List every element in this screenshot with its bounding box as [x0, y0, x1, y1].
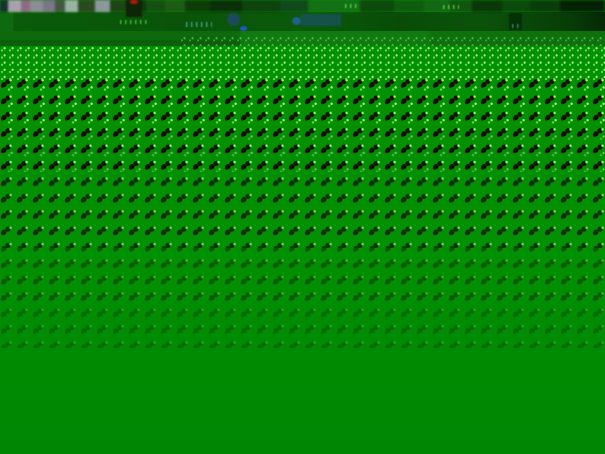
horizon-shadow-band: [0, 12, 605, 31]
grass-dots-dense-band: [0, 46, 605, 80]
grass-dots-mid-band: [0, 80, 605, 130]
horizon-blob: [110, 0, 126, 12]
horizon-blob: [308, 0, 360, 12]
horizon-blob: [424, 0, 450, 12]
horizon-blob: [55, 0, 65, 12]
horizon-blob: [502, 0, 530, 12]
grass-divots-far-band: [0, 248, 605, 308]
horizon-blob: [95, 0, 110, 12]
horizon-blob: [394, 0, 424, 12]
horizon-blob: [8, 0, 21, 12]
dark-figure-with-red-cap: [126, 0, 142, 17]
horizon-blob: [21, 0, 30, 12]
horizon-blob: [43, 0, 55, 12]
horizon-blob: [65, 0, 78, 12]
horizon-blob: [0, 0, 8, 12]
grass-dots-fade-band: [0, 130, 605, 172]
horizon-blob: [146, 0, 165, 12]
horizon-blob: [280, 0, 308, 12]
horizon-blob: [450, 0, 472, 12]
horizon-blob: [30, 0, 43, 12]
far-field-shade: [0, 40, 240, 46]
horizon-blob: [242, 0, 280, 12]
horizon-blob: [185, 0, 210, 12]
horizon-blob: [78, 0, 95, 12]
horizon-blob: [560, 0, 605, 12]
grass-divots-faint-band: [0, 308, 605, 348]
horizon-blob: [165, 0, 185, 12]
figure-red-cap: [130, 0, 138, 4]
horizon-scenery: [0, 0, 605, 12]
horizon-blob: [210, 0, 242, 12]
horizon-blob: [360, 0, 394, 12]
horizon-blob: [530, 0, 560, 12]
figure-body: [126, 0, 142, 17]
grass-divots-near-band: [0, 78, 605, 178]
grass-divots-mid-band: [0, 178, 605, 248]
horizon-blob: [472, 0, 502, 12]
